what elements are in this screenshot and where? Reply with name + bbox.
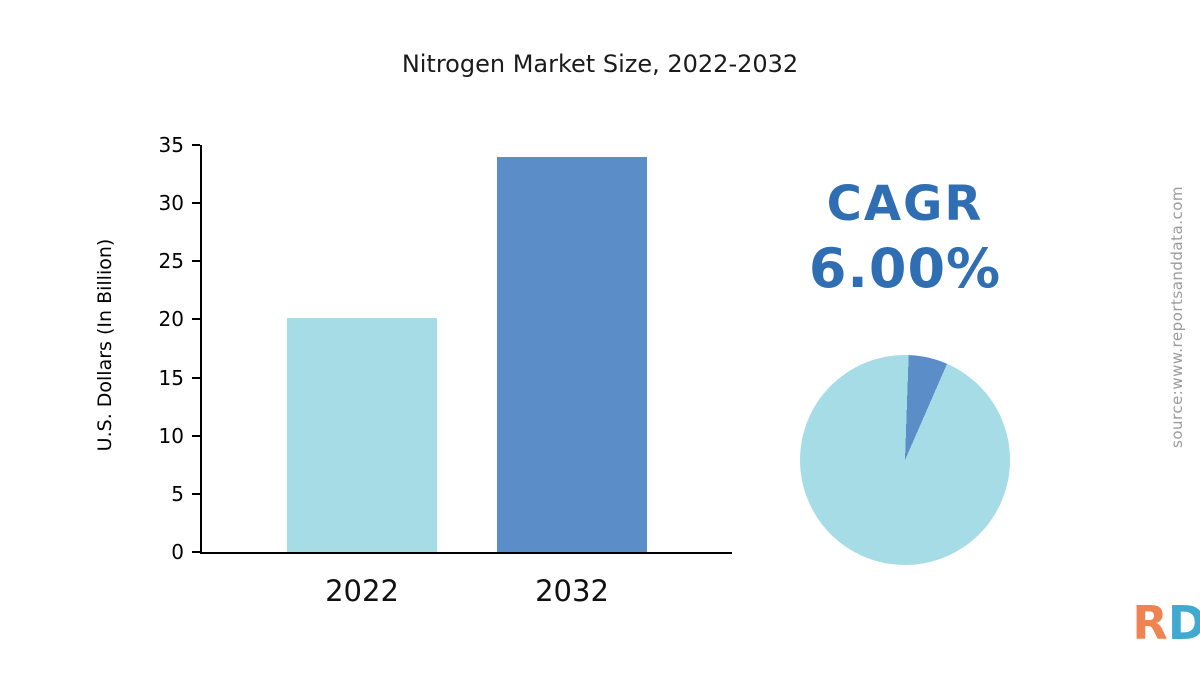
logo-letter-r: R — [1132, 596, 1168, 650]
y-tick-label: 25 — [158, 249, 184, 274]
bar-2032 — [497, 156, 647, 552]
y-tick-mark — [192, 492, 200, 495]
pie-chart — [800, 355, 1010, 565]
y-tick-mark — [192, 144, 200, 146]
cagr-label: CAGR — [826, 176, 984, 232]
y-tick-label: 5 — [171, 481, 184, 506]
y-axis-ticks: 0 5 10 15 20 25 30 35 — [159, 133, 732, 564]
y-axis-title: U.S. Dollars (In Billion) — [94, 238, 116, 452]
y-tick-label: 30 — [158, 191, 184, 216]
x-tick-label: 2032 — [535, 574, 609, 608]
bar-2022 — [287, 318, 437, 552]
y-tick-mark — [192, 260, 200, 263]
bar-chart-plot-area: 0 5 10 15 20 25 30 35 2022 2032 — [159, 133, 732, 608]
x-tick-label: 2022 — [325, 574, 399, 608]
y-tick-mark — [192, 434, 200, 437]
cagr-block: CAGR 6.00% — [790, 178, 1020, 298]
x-axis-labels: 2022 2032 — [202, 145, 732, 608]
source-watermark: source:www.reportsanddata.com — [1168, 186, 1186, 448]
chart-title: Nitrogen Market Size, 2022-2032 — [401, 50, 799, 78]
y-tick-mark — [192, 376, 200, 379]
bars — [202, 145, 732, 552]
y-tick-label: 20 — [158, 307, 184, 332]
y-tick-mark — [192, 551, 200, 553]
y-tick-label: 10 — [158, 423, 184, 448]
y-tick-mark — [192, 202, 200, 205]
cagr-value: 6.00% — [808, 236, 1002, 300]
logo-letter-d: D — [1167, 596, 1200, 650]
y-tick-label: 35 — [158, 133, 184, 157]
y-tick-label: 0 — [171, 540, 184, 564]
y-tick-label: 15 — [158, 365, 184, 390]
y-tick-mark — [192, 318, 200, 321]
brand-logo: RD — [1132, 600, 1200, 646]
